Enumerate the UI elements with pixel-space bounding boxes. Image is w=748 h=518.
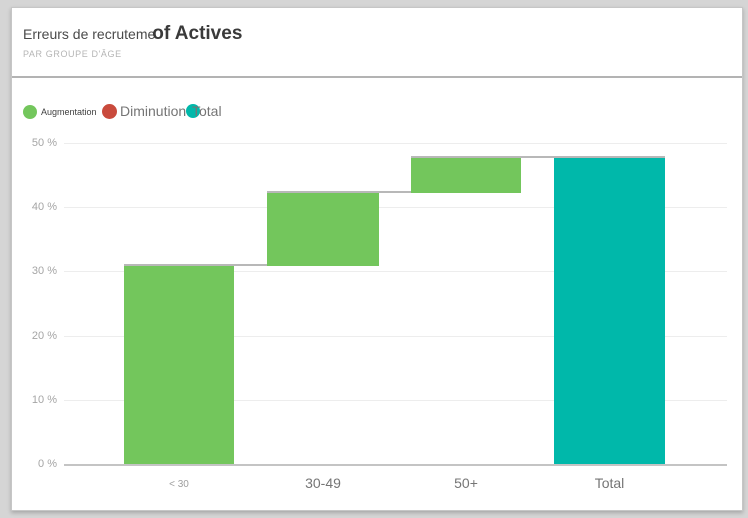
card-subtitle: PAR GROUPE D'ÂGE xyxy=(23,49,122,59)
connector-line xyxy=(267,191,521,194)
x-axis-line xyxy=(64,464,727,466)
gridline xyxy=(64,335,727,337)
x-axis-label: < 30 xyxy=(169,479,189,490)
x-axis-label: 30-49 xyxy=(305,475,341,491)
legend-item-total[interactable]: Total xyxy=(186,103,222,119)
legend-label-diminution: Diminution xyxy=(120,103,187,119)
legend-dot-total-icon xyxy=(186,104,200,118)
card-title-overlay-text: of Actives xyxy=(152,23,243,44)
waterfall-bar-total[interactable] xyxy=(554,158,665,464)
connector-line xyxy=(411,156,665,159)
legend-label-total: Total xyxy=(192,103,222,119)
x-axis-label: Total xyxy=(594,475,625,491)
y-axis-label: 0 % xyxy=(38,458,57,470)
gridline xyxy=(64,143,727,144)
title-divider xyxy=(12,76,742,78)
legend-label-augmentation: Augmentation xyxy=(41,107,97,117)
connector-line xyxy=(124,264,379,267)
legend-item-diminution[interactable]: Diminution xyxy=(102,103,186,119)
waterfall-bar-<30[interactable] xyxy=(124,266,234,464)
plot-area: 0 % 10 % 20 % 30 % 40 % 50 % < 30 30-49 50+ Total xyxy=(12,8,742,510)
gridline xyxy=(64,271,727,273)
y-axis-label: 40 % xyxy=(31,201,57,214)
y-axis-label: 10 % xyxy=(31,393,57,406)
legend-dot-augmentation-icon xyxy=(23,105,37,119)
report-card: Erreurs de recruteme of Actives PAR GROU… xyxy=(11,7,743,511)
y-axis-label: 30 % xyxy=(31,265,57,278)
waterfall-bar-50+[interactable] xyxy=(411,158,521,194)
card-title-text: Erreurs de recruteme xyxy=(23,26,156,42)
x-axis-label: 50+ xyxy=(454,475,478,491)
card-title: Erreurs de recruteme of Actives xyxy=(23,23,242,45)
gridline xyxy=(64,399,727,401)
gridline xyxy=(64,207,727,209)
legend-dot-diminution-icon xyxy=(102,103,117,119)
waterfall-bar-30-49[interactable] xyxy=(267,193,379,267)
y-axis-label: 20 % xyxy=(31,329,57,342)
legend-item-augmentation[interactable]: Augmentation xyxy=(23,105,97,119)
y-axis-label: 50 % xyxy=(31,137,57,149)
